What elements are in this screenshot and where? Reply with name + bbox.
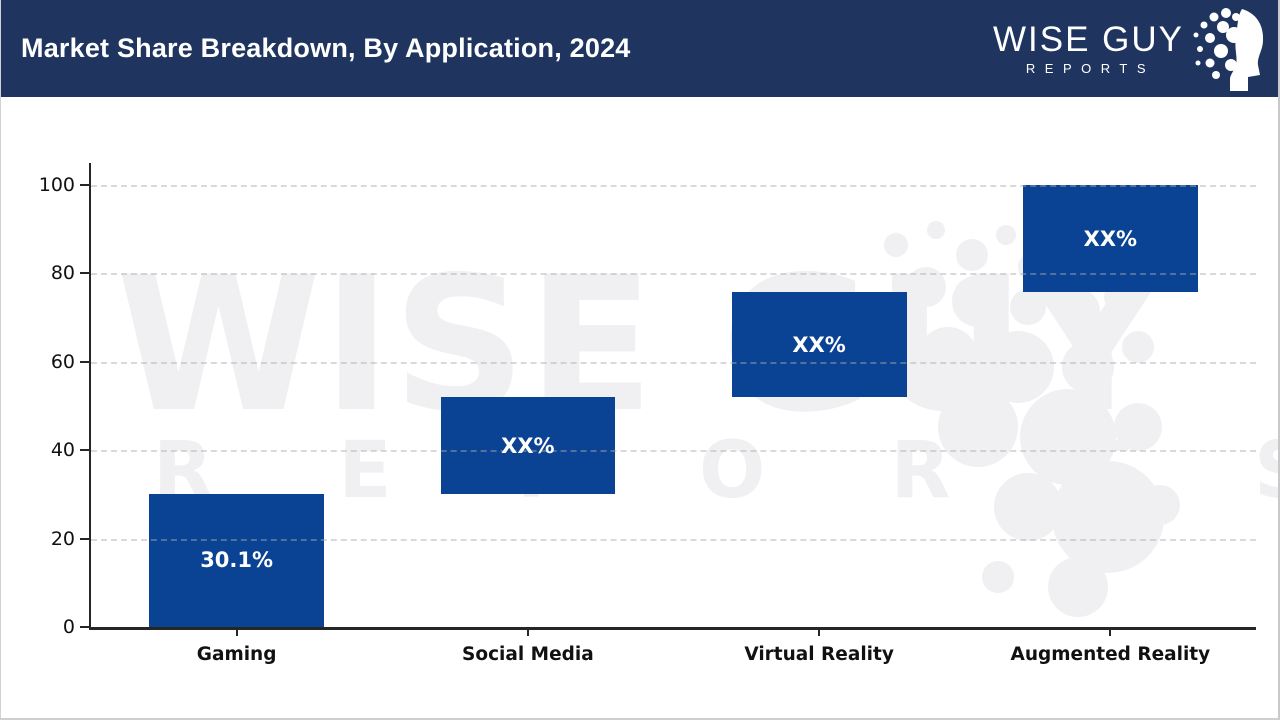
y-grid-line	[91, 361, 1256, 364]
y-grid-line	[91, 185, 1256, 188]
bar-augmented-reality	[1023, 185, 1198, 293]
header-bar: Market Share Breakdown, By Application, …	[1, 0, 1278, 97]
x-category-label-virtual-reality: Virtual Reality	[744, 644, 894, 665]
y-axis-tick	[80, 272, 89, 275]
y-tick-label: 100	[38, 174, 75, 197]
y-axis-tick	[80, 360, 89, 363]
bar-virtual-reality	[731, 292, 907, 398]
y-tick-label: 0	[62, 616, 75, 638]
y-axis-tick	[80, 449, 89, 452]
plot-area: 0 20 40 60 80 100 30.1% Gaming XX% Social Media XX…	[39, 163, 1256, 665]
bar-gaming	[149, 493, 324, 627]
x-category-label-augmented-reality: Augmented Reality	[1010, 644, 1211, 665]
logo-text: WISE GUY REPORTS	[993, 22, 1184, 75]
y-grid-line	[91, 273, 1256, 276]
x-axis-tick	[235, 627, 238, 636]
bar-value-label: XX%	[792, 332, 846, 357]
chart-title: Market Share Breakdown, By Application, …	[21, 33, 631, 63]
x-axis-tick	[818, 627, 821, 636]
y-tick-label: 60	[50, 350, 75, 373]
y-tick-label: 20	[50, 527, 75, 550]
y-tick-label: 40	[50, 439, 75, 462]
bar-value-label: XX%	[501, 433, 555, 458]
y-axis-tick	[80, 537, 89, 540]
y-axis-tick	[80, 626, 89, 628]
logo-wordmark: WISE GUY	[992, 20, 1184, 59]
wiseguy-logo: WISE GUY REPORTS	[993, 5, 1264, 93]
bar-social-media	[440, 397, 616, 494]
y-grid-line	[91, 450, 1256, 453]
logo-subtext: REPORTS	[1025, 61, 1156, 76]
x-axis-tick	[1109, 627, 1112, 636]
bar-value-label: 30.1%	[200, 548, 274, 573]
x-category-label-gaming: Gaming	[196, 644, 277, 665]
y-grid-line	[91, 538, 1256, 541]
y-axis-tick	[80, 184, 89, 187]
x-axis-tick	[526, 627, 529, 636]
y-tick-label: 80	[50, 262, 75, 285]
x-category-label-social-media: Social Media	[462, 644, 594, 665]
bar-value-label: XX%	[1083, 226, 1138, 251]
logo-face-icon	[1193, 7, 1264, 91]
